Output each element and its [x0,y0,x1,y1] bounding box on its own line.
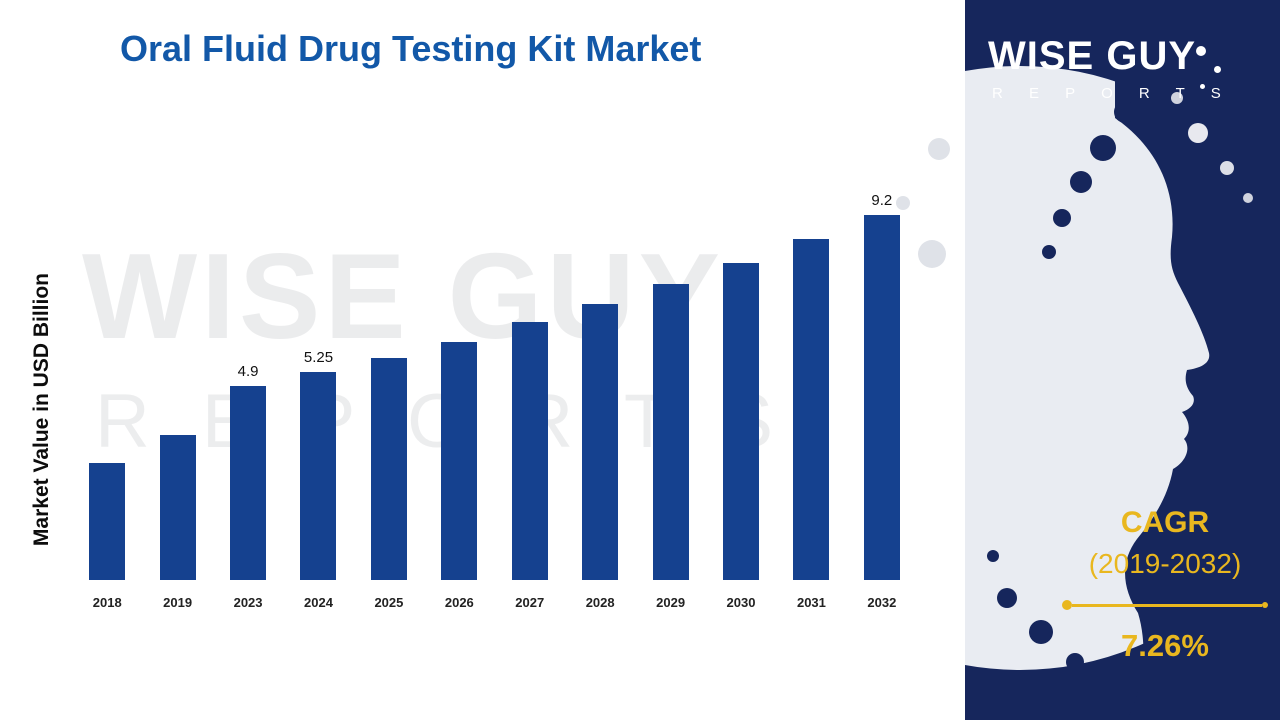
deco-dot [928,138,950,160]
logo-subtitle: R E P O R T S [992,85,1232,102]
cagr-value: 7.26% [1121,628,1209,663]
face-graphic [965,0,1280,720]
bar-group: 5.25 2024 [283,160,353,610]
logo-wordmark: WISE GUY [988,34,1197,78]
bar [159,435,196,580]
x-axis-tick-label: 2029 [656,595,686,610]
wiseguy-logo: WISE GUY R E P O R T S [988,34,1232,102]
bar [863,215,900,580]
bar-group: 2018 [72,160,142,610]
side-panel [965,0,1280,720]
logo-dot [1196,46,1206,56]
bar [441,341,478,580]
bar-group: 2025 [354,160,424,610]
x-axis-tick-label: 2026 [444,595,474,610]
bar [370,357,407,580]
deco-dot [896,196,910,210]
bar [89,462,126,580]
x-axis-tick-label: 2025 [374,595,404,610]
bar-group: 2031 [776,160,846,610]
x-axis-tick-label: 2024 [304,595,333,610]
divider-dot-right [1262,602,1268,608]
x-axis-tick-label: 2023 [233,595,263,610]
cagr-block: CAGR (2019-2032) 7.26% [1062,506,1268,664]
bar-value-label: 5.25 [303,348,334,366]
bar-group: 2030 [706,160,776,610]
x-axis-tick-label: 2031 [796,595,826,610]
bar-chart: 2018 2019 4.9 2023 5.25 2024 2025 2026 2027 2028 2… [72,160,917,610]
x-axis-tick-label: 2019 [163,595,193,610]
bar-group: 4.9 2023 [213,160,283,610]
bar [793,238,830,580]
x-axis-tick-label: 2028 [585,595,615,610]
bar [652,284,689,580]
bar-value-label: 9.2 [871,192,893,209]
deco-dot [918,240,946,268]
cagr-range: (2019-2032) [1088,548,1242,579]
bar [230,385,267,580]
page-title: Oral Fluid Drug Testing Kit Market [120,28,702,69]
x-axis-tick-label: 2027 [515,595,545,610]
bar-group: 2028 [565,160,635,610]
bar [582,304,619,580]
cagr-divider [1062,600,1268,610]
bar [511,322,548,580]
divider-dot-left [1062,600,1072,610]
bar-group: 2019 [142,160,212,610]
bar [723,262,759,580]
cagr-label: CAGR [1120,506,1210,539]
bar-group: 2027 [495,160,565,610]
x-axis-tick-label: 2030 [726,595,756,610]
x-axis-tick-label: 2032 [867,595,897,610]
bar-group: 9.2 2032 [847,160,917,610]
bar-value-label: 4.9 [237,362,259,380]
x-axis-tick-label: 2018 [92,595,122,610]
bar-group: 2029 [635,160,705,610]
y-axis-label: Market Value in USD Billion [30,273,53,547]
divider-line [1072,603,1262,607]
logo-dot [1200,84,1205,89]
bar [300,371,337,580]
bar-group: 2026 [424,160,494,610]
logo-dot [1214,66,1221,73]
